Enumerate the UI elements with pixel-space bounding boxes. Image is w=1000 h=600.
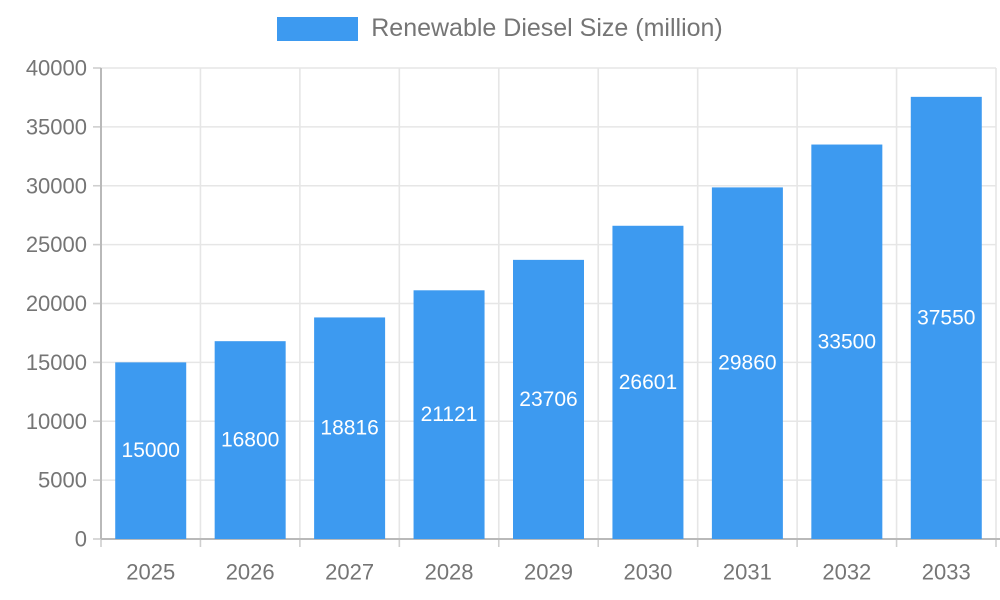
bar-2028[interactable] (413, 290, 485, 539)
bar-2029[interactable] (513, 259, 584, 539)
bar-2025[interactable] (115, 362, 187, 539)
bar-value-2031: 29860 (718, 352, 776, 375)
bar-value-2032: 33500 (818, 330, 876, 353)
y-tick-label: 15000 (26, 350, 87, 375)
bar-value-2029: 23706 (519, 388, 577, 411)
x-tick-label-2031: 2031 (723, 560, 772, 585)
y-tick-label: 40000 (26, 56, 87, 81)
y-tick-label: 10000 (26, 409, 87, 434)
bar-2030[interactable] (612, 225, 684, 539)
x-tick-label-2030: 2030 (623, 560, 672, 585)
bar-2032[interactable] (811, 144, 883, 539)
y-tick-label: 35000 (26, 114, 87, 139)
bar-value-2033: 37550 (917, 306, 975, 329)
x-tick-label-2027: 2027 (325, 560, 374, 585)
x-tick-label-2033: 2033 (922, 560, 971, 585)
bar-2031[interactable] (711, 187, 783, 539)
x-tick-label-2028: 2028 (425, 560, 474, 585)
bar-value-2026: 16800 (221, 429, 279, 452)
bar-value-2030: 26601 (619, 371, 677, 394)
bar-value-2027: 18816 (320, 417, 378, 440)
legend-swatch (277, 16, 359, 41)
y-tick-label: 20000 (26, 291, 87, 316)
legend-label: Renewable Diesel Size (million) (371, 14, 723, 42)
x-tick-label-2025: 2025 (126, 560, 175, 585)
x-tick-label-2026: 2026 (226, 560, 275, 585)
bar-2027[interactable] (314, 317, 386, 539)
bar-value-2025: 15000 (122, 439, 180, 462)
y-tick-label: 25000 (26, 232, 87, 257)
x-tick-label-2029: 2029 (524, 560, 573, 585)
bar-2026[interactable] (214, 341, 286, 539)
y-tick-label: 5000 (38, 468, 87, 493)
y-tick-label: 30000 (26, 173, 87, 198)
y-tick-label: 0 (75, 527, 87, 552)
bar-2033[interactable] (910, 96, 982, 539)
bar-value-2028: 21121 (421, 403, 478, 426)
legend-item[interactable]: Renewable Diesel Size (million) (0, 16, 1000, 41)
x-tick-label-2032: 2032 (822, 560, 871, 585)
